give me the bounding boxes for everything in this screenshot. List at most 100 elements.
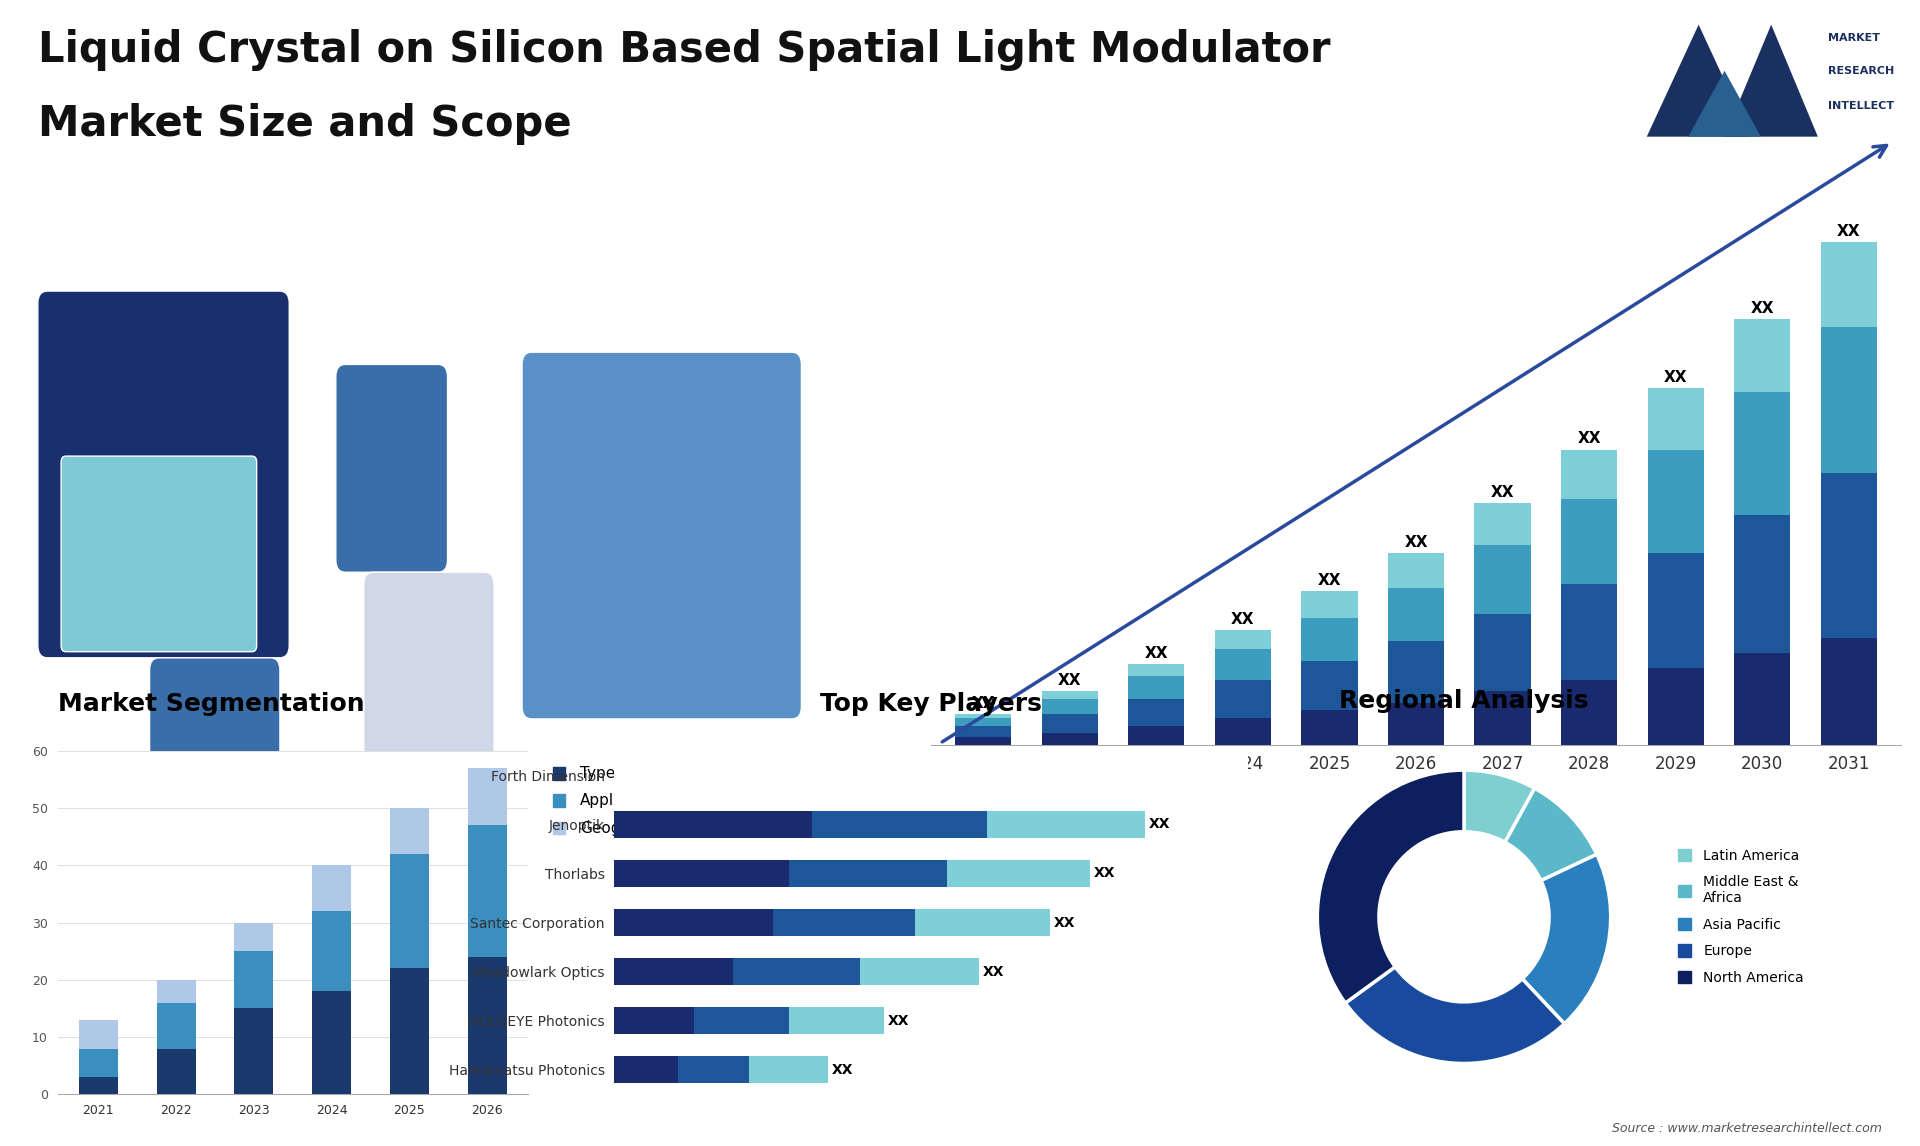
Bar — [1041, 691, 1098, 699]
Bar — [79, 1020, 117, 1049]
Bar — [1475, 614, 1530, 691]
Text: XX: XX — [1665, 370, 1688, 385]
Bar — [1561, 583, 1617, 680]
FancyBboxPatch shape — [38, 291, 290, 658]
Bar — [234, 1008, 273, 1094]
FancyBboxPatch shape — [150, 658, 280, 927]
Bar — [1215, 630, 1271, 649]
Text: XX: XX — [1231, 612, 1254, 627]
Text: Market Segmentation: Market Segmentation — [58, 692, 365, 716]
Bar — [749, 1057, 828, 1083]
Bar — [954, 725, 1012, 737]
Text: XX: XX — [1490, 485, 1515, 500]
Bar — [390, 854, 428, 968]
Bar — [1734, 319, 1791, 392]
Legend: Type, Application, Geography: Type, Application, Geography — [545, 759, 674, 843]
Bar — [1475, 691, 1530, 745]
Bar — [1820, 637, 1878, 745]
Legend: Latin America, Middle East &
Africa, Asia Pacific, Europe, North America: Latin America, Middle East & Africa, Asi… — [1672, 843, 1809, 990]
Bar — [1302, 619, 1357, 660]
Text: XX: XX — [1094, 866, 1116, 880]
Bar — [860, 958, 979, 986]
Bar — [1388, 702, 1444, 745]
Bar — [234, 951, 273, 1008]
FancyBboxPatch shape — [336, 364, 447, 572]
Bar — [1302, 591, 1357, 619]
Text: XX: XX — [1578, 432, 1601, 447]
Bar — [1215, 680, 1271, 719]
Bar — [1129, 725, 1185, 745]
Bar — [1041, 714, 1098, 733]
Text: RESEARCH: RESEARCH — [1828, 65, 1895, 76]
Bar — [1388, 642, 1444, 702]
FancyBboxPatch shape — [522, 352, 801, 719]
Bar — [954, 719, 1012, 725]
FancyBboxPatch shape — [363, 572, 493, 902]
Text: MARKET: MARKET — [1828, 33, 1880, 42]
Text: XX: XX — [831, 1062, 854, 1077]
Bar — [614, 1057, 678, 1083]
Bar — [313, 911, 351, 991]
Wedge shape — [1463, 770, 1534, 842]
Bar — [1647, 668, 1703, 745]
Bar — [614, 909, 772, 936]
Text: Source : www.marketresearchintellect.com: Source : www.marketresearchintellect.com — [1611, 1122, 1882, 1135]
Bar — [789, 860, 947, 887]
Bar — [390, 808, 428, 854]
Bar — [79, 1077, 117, 1094]
Bar — [1820, 327, 1878, 472]
Bar — [157, 980, 196, 1003]
Bar — [1734, 515, 1791, 653]
Bar — [954, 737, 1012, 745]
Bar — [772, 909, 916, 936]
Bar — [1388, 554, 1444, 588]
Bar — [1647, 388, 1703, 449]
Text: XX: XX — [1837, 225, 1860, 240]
Bar — [1647, 449, 1703, 554]
Bar — [234, 923, 273, 951]
Wedge shape — [1505, 788, 1597, 880]
Bar — [1302, 711, 1357, 745]
Text: Top Key Players: Top Key Players — [820, 692, 1043, 716]
Bar — [157, 1003, 196, 1049]
Text: Regional Analysis: Regional Analysis — [1340, 689, 1588, 713]
Bar — [313, 991, 351, 1094]
Text: Market Size and Scope: Market Size and Scope — [38, 103, 572, 146]
Text: XX: XX — [1058, 673, 1081, 688]
Polygon shape — [1724, 25, 1818, 136]
Bar — [1475, 545, 1530, 614]
Bar — [1041, 733, 1098, 745]
Bar — [1820, 472, 1878, 637]
Bar — [614, 958, 733, 986]
Bar — [468, 825, 507, 957]
Bar — [1820, 243, 1878, 327]
Bar — [1041, 699, 1098, 714]
Bar — [1129, 665, 1185, 676]
Bar — [1302, 660, 1357, 711]
Bar — [1215, 649, 1271, 680]
Bar — [693, 1007, 789, 1034]
Bar — [614, 1007, 693, 1034]
Bar — [313, 865, 351, 911]
Text: XX: XX — [1054, 916, 1075, 929]
Bar — [1129, 699, 1185, 725]
Text: XX: XX — [1751, 301, 1774, 316]
Bar — [789, 1007, 883, 1034]
Polygon shape — [1647, 25, 1751, 136]
Text: XX: XX — [983, 965, 1004, 979]
Bar — [1129, 676, 1185, 699]
Bar — [1561, 680, 1617, 745]
FancyBboxPatch shape — [61, 456, 257, 652]
Bar — [1215, 719, 1271, 745]
Bar — [987, 811, 1144, 838]
Bar — [954, 714, 1012, 719]
Wedge shape — [1346, 967, 1565, 1063]
Bar — [468, 768, 507, 825]
Text: XX: XX — [1144, 646, 1167, 661]
Wedge shape — [1523, 855, 1611, 1023]
Bar — [614, 811, 812, 838]
Bar — [733, 958, 860, 986]
Bar — [947, 860, 1089, 887]
Bar — [1388, 588, 1444, 642]
Text: XX: XX — [1148, 817, 1171, 831]
